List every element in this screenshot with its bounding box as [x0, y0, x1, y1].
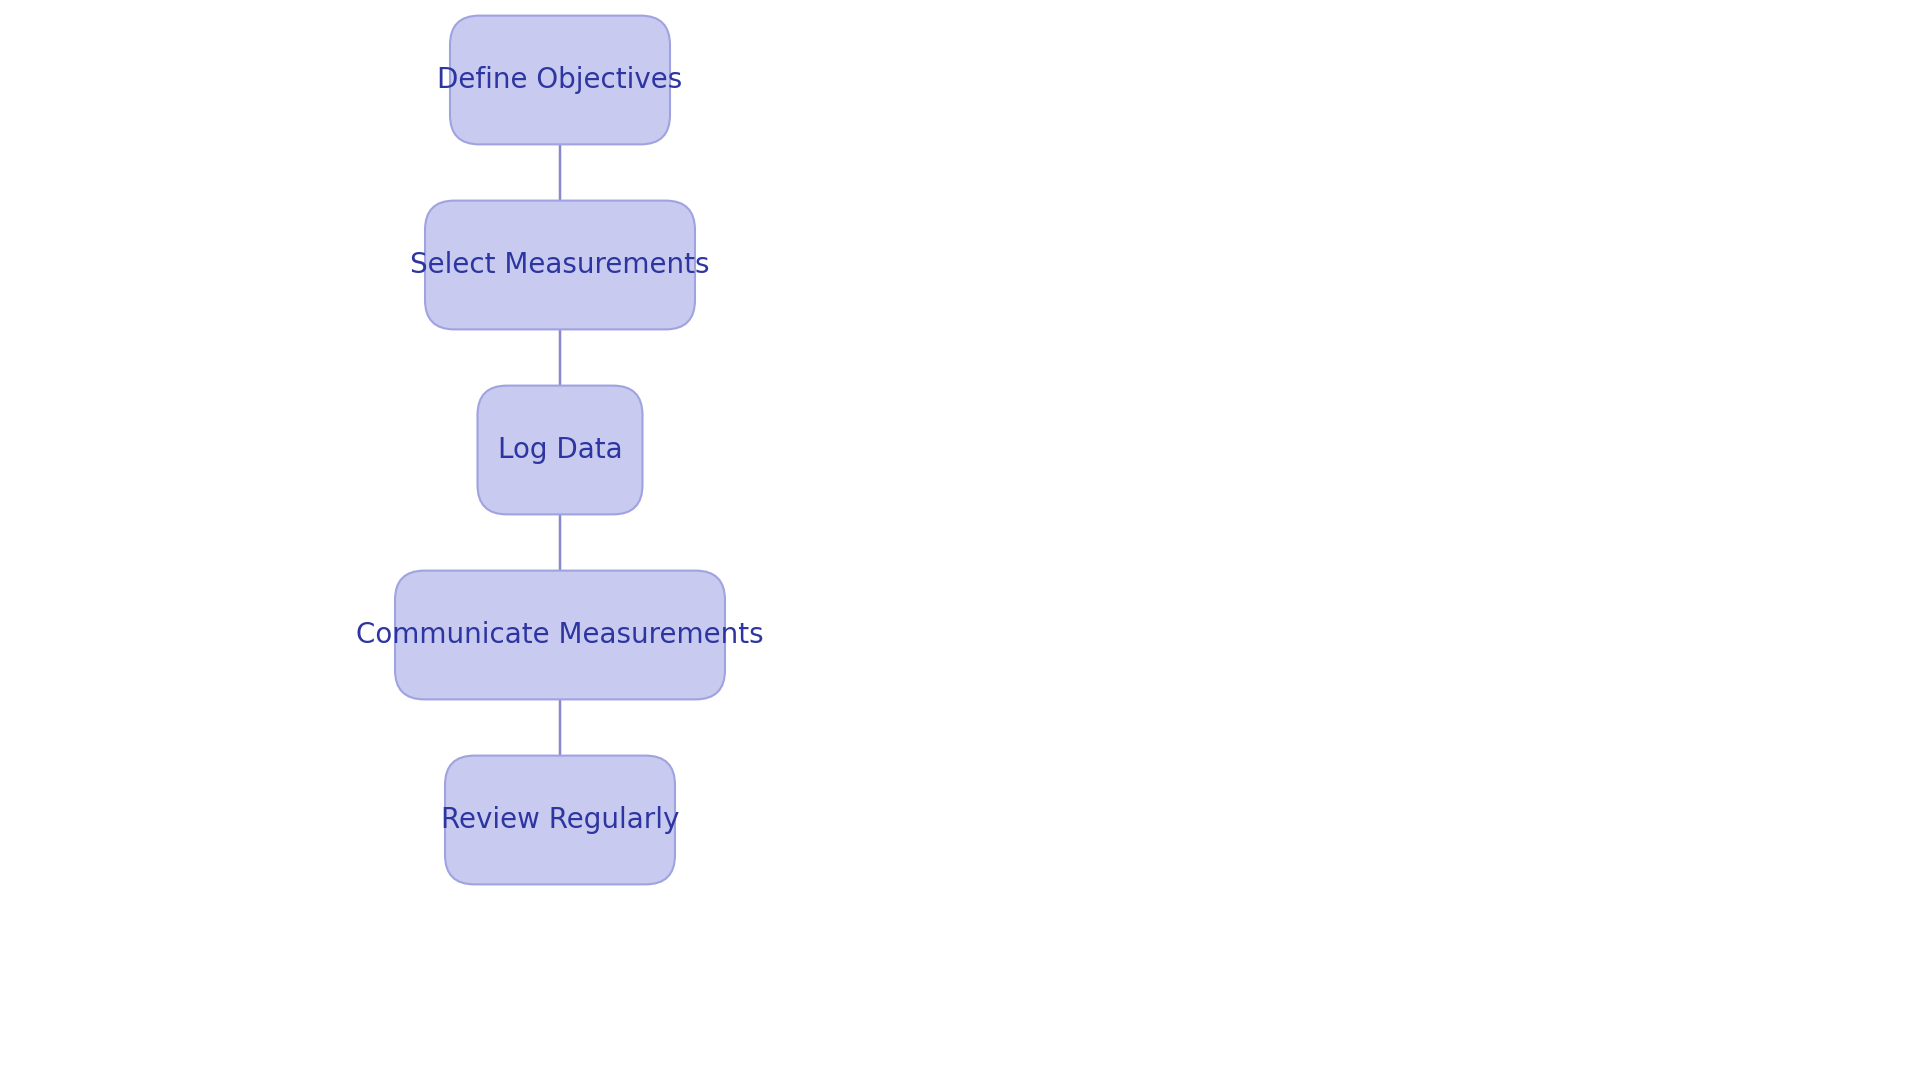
FancyBboxPatch shape	[445, 756, 676, 885]
Text: Communicate Measurements: Communicate Measurements	[357, 621, 764, 649]
FancyBboxPatch shape	[424, 200, 695, 329]
Text: Select Measurements: Select Measurements	[411, 251, 710, 279]
Text: Define Objectives: Define Objectives	[438, 66, 684, 94]
FancyBboxPatch shape	[478, 386, 643, 514]
FancyBboxPatch shape	[449, 15, 670, 144]
FancyBboxPatch shape	[396, 571, 726, 700]
Text: Log Data: Log Data	[497, 436, 622, 464]
Text: Review Regularly: Review Regularly	[442, 806, 680, 834]
